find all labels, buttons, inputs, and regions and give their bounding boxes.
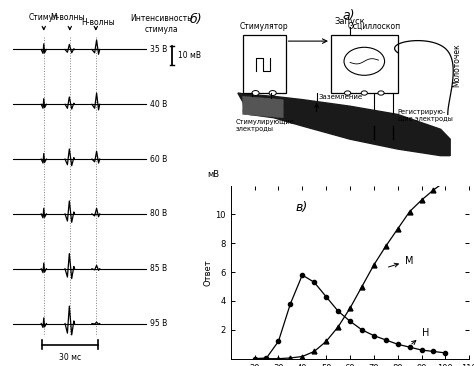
Text: Регистрирую-
щие электроды: Регистрирую- щие электроды	[398, 109, 453, 123]
Text: Молоточек: Молоточек	[453, 43, 462, 87]
Text: в): в)	[295, 201, 307, 214]
Circle shape	[378, 91, 384, 95]
Circle shape	[361, 91, 367, 95]
Circle shape	[345, 91, 351, 95]
Text: 80 В: 80 В	[150, 209, 167, 219]
Text: мВ: мВ	[207, 170, 219, 179]
Text: М-волны: М-волны	[50, 12, 85, 22]
Text: 85 В: 85 В	[150, 264, 167, 273]
Text: Осциллоскоп: Осциллоскоп	[347, 22, 401, 31]
Y-axis label: Ответ: Ответ	[203, 259, 212, 285]
Text: Запуск: Запуск	[335, 17, 365, 26]
Circle shape	[252, 90, 259, 96]
Polygon shape	[238, 93, 450, 156]
Text: 60 В: 60 В	[150, 154, 167, 164]
Text: Н-волны: Н-волны	[81, 18, 115, 27]
Text: Стимул: Стимул	[29, 12, 59, 22]
Text: б): б)	[189, 12, 202, 26]
Text: 30 мс: 30 мс	[59, 354, 81, 362]
Text: Интенсивность
стимула: Интенсивность стимула	[130, 14, 192, 34]
Circle shape	[344, 47, 384, 75]
Text: 40 В: 40 В	[150, 100, 167, 109]
Text: Заземление: Заземление	[319, 94, 363, 100]
Circle shape	[269, 90, 276, 96]
Text: а): а)	[343, 9, 356, 22]
Text: М: М	[388, 255, 413, 267]
Text: Стимулирующие
электроды: Стимулирующие электроды	[236, 119, 294, 132]
Bar	[243, 36, 285, 93]
Text: Стимулятор: Стимулятор	[240, 22, 288, 31]
Text: 35 В: 35 В	[150, 45, 167, 54]
Polygon shape	[243, 96, 283, 118]
Text: 10 мВ: 10 мВ	[178, 51, 201, 60]
Bar	[331, 36, 398, 93]
Text: 95 В: 95 В	[150, 319, 167, 328]
Text: Н: Н	[411, 328, 429, 344]
